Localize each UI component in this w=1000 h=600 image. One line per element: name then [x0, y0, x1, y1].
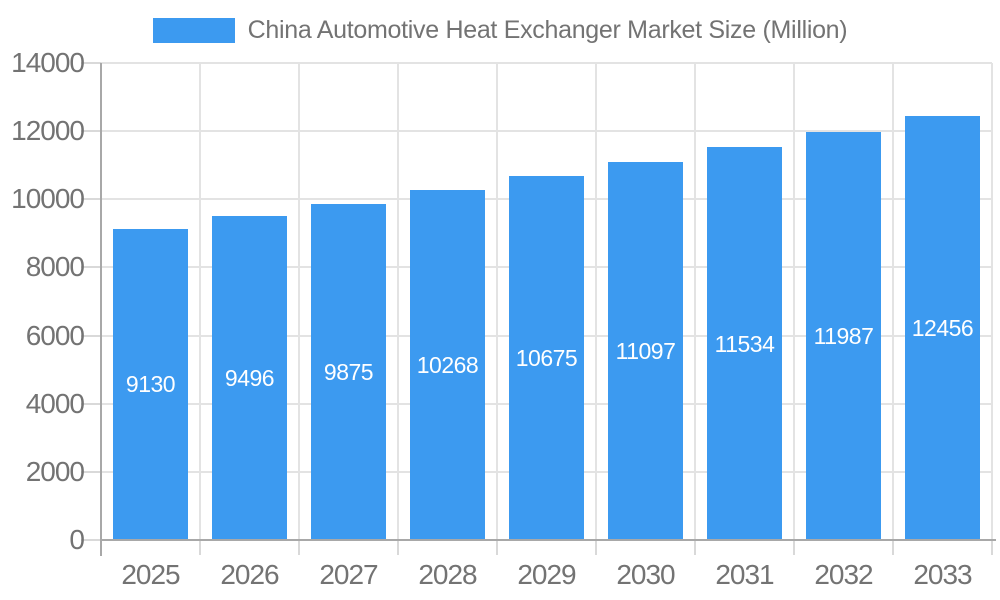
x-axis-tick [892, 541, 894, 555]
y-axis-tick [81, 266, 101, 269]
gridline-vertical [199, 63, 201, 540]
y-axis-tick-label: 8000 [25, 251, 85, 283]
gridline-vertical [793, 63, 795, 540]
x-axis-tick [694, 541, 696, 555]
bar-value-label: 10675 [515, 345, 578, 372]
gridline-vertical [892, 63, 894, 540]
bar-2027[interactable] [311, 203, 386, 540]
bar-value-label: 9875 [323, 358, 374, 385]
bar-value-label: 11534 [714, 330, 775, 357]
x-axis-tick-label: 2027 [319, 559, 378, 590]
y-axis-tick [81, 402, 101, 405]
bar-value-label: 12456 [911, 314, 974, 341]
x-axis-tick [298, 541, 300, 555]
x-axis-tick [397, 541, 399, 555]
x-axis-tick [199, 541, 201, 555]
bar-value-label: 11097 [615, 337, 676, 364]
y-axis-tick-label: 12000 [11, 115, 85, 147]
legend-swatch-icon [152, 18, 235, 43]
gridline-horizontal [101, 62, 992, 64]
x-axis-tick-label: 2032 [814, 559, 873, 590]
legend: China Automotive Heat Exchanger Market S… [0, 16, 1000, 45]
y-axis-tick [81, 198, 101, 201]
bar-2025[interactable] [113, 228, 188, 540]
gridline-vertical [397, 63, 399, 540]
bar-2029[interactable] [509, 176, 584, 540]
bar-2026[interactable] [212, 216, 287, 540]
bar-value-label: 9130 [125, 371, 176, 398]
gridline-vertical [595, 63, 597, 540]
bar-2032[interactable] [806, 131, 881, 540]
bar-2031[interactable] [707, 147, 782, 540]
y-axis-tick [81, 130, 101, 133]
y-axis-tick [81, 539, 101, 541]
x-axis-tick [991, 541, 993, 555]
bar-value-label: 10268 [416, 352, 479, 379]
y-axis-tick-label: 2000 [25, 455, 85, 487]
bar-value-label: 9496 [224, 365, 275, 392]
y-axis-tick-label: 14000 [11, 47, 85, 78]
x-axis-tick [496, 541, 498, 555]
x-axis-tick-label: 2028 [418, 559, 477, 590]
x-axis-tick [793, 541, 795, 555]
y-axis-tick [81, 334, 101, 337]
x-axis-tick [595, 541, 597, 555]
y-axis-tick [81, 62, 101, 64]
x-axis-tick-label: 2025 [121, 559, 180, 590]
bar-2028[interactable] [410, 190, 485, 540]
y-axis-tick [81, 470, 101, 473]
gridline-vertical [694, 63, 696, 540]
x-axis-tick-label: 2033 [913, 559, 972, 590]
x-axis-tick-label: 2031 [715, 559, 774, 590]
y-axis-line [100, 63, 102, 556]
gridline-vertical [496, 63, 498, 540]
y-axis-tick-label: 0 [69, 524, 85, 555]
legend-item[interactable]: China Automotive Heat Exchanger Market S… [152, 16, 848, 45]
x-axis-line [100, 539, 996, 541]
y-axis-tick-label: 4000 [25, 387, 85, 419]
bar-2033[interactable] [905, 115, 980, 540]
x-axis-tick-label: 2026 [220, 559, 279, 590]
x-axis-tick-label: 2030 [616, 559, 675, 590]
gridline-vertical [298, 63, 300, 540]
gridline-vertical [991, 63, 993, 540]
legend-label: China Automotive Heat Exchanger Market S… [247, 16, 848, 44]
bar-value-label: 11987 [813, 322, 874, 349]
bar-2030[interactable] [608, 161, 683, 540]
x-axis-tick-label: 2029 [517, 559, 576, 590]
y-axis-tick-label: 6000 [25, 319, 85, 351]
gridline-horizontal [101, 130, 992, 133]
y-axis-tick-label: 10000 [11, 183, 85, 215]
